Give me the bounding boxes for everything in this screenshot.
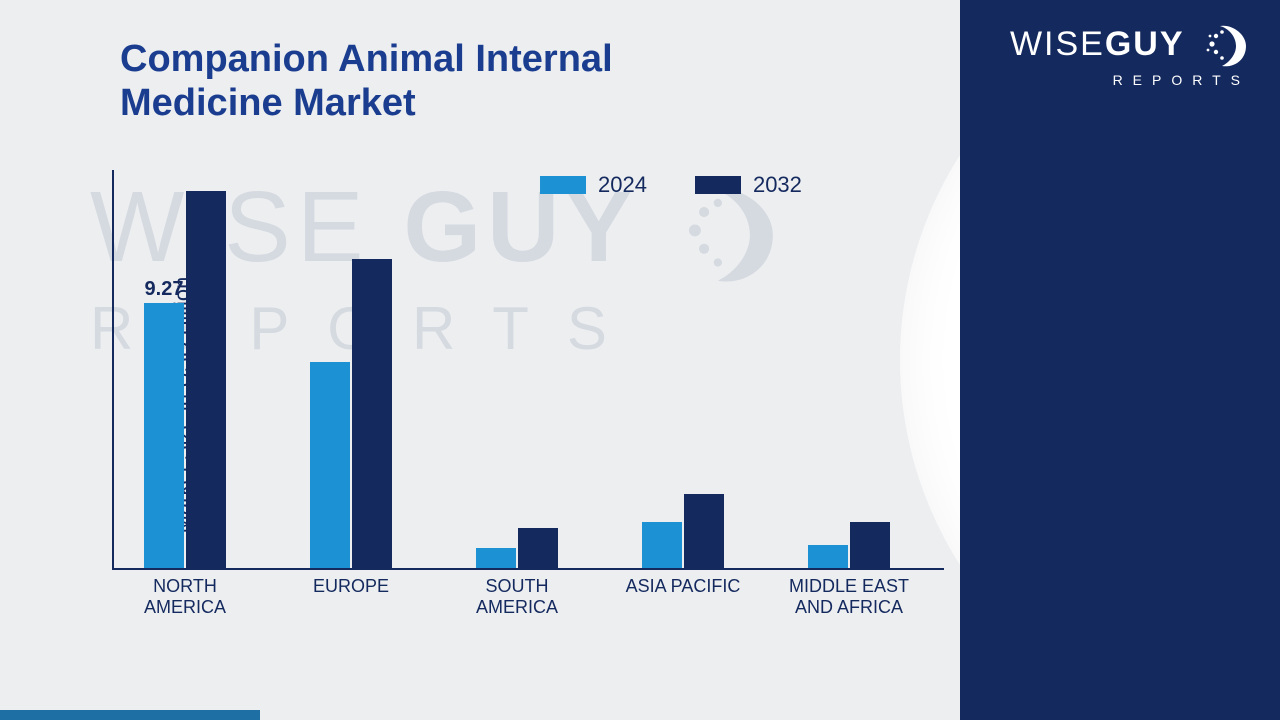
x-axis-label: EUROPE — [281, 576, 421, 597]
bar-group — [642, 494, 724, 568]
brand-logo: WISEGUY REPORTS — [990, 22, 1250, 88]
page-title: Companion Animal Internal Medicine Marke… — [120, 38, 760, 125]
x-axis-label: MIDDLE EAST AND AFRICA — [779, 576, 919, 617]
bar-2024 — [476, 548, 516, 568]
bar-2024 — [144, 303, 184, 568]
arc-backdrop-overlay — [900, 0, 1280, 720]
logo-subtext: REPORTS — [990, 72, 1250, 88]
bar-2032 — [850, 522, 890, 568]
bar-2024 — [310, 362, 350, 568]
bar-group — [144, 191, 226, 568]
bar-2024 — [642, 522, 682, 568]
bar-2024 — [808, 545, 848, 568]
bar-group — [310, 259, 392, 568]
logo-word-2: GUY — [1105, 25, 1185, 63]
page: WISEGUY REPORTS Companion Animal Interna… — [0, 0, 1280, 720]
bar-chart: Market Size in USD Billion 9.27NORTH AME… — [64, 170, 944, 640]
bar-group — [808, 522, 890, 568]
bar-2032 — [518, 528, 558, 568]
plot-area: 9.27NORTH AMERICAEUROPESOUTH AMERICAASIA… — [112, 170, 944, 570]
x-axis-label: NORTH AMERICA — [115, 576, 255, 617]
footer-accent-bar — [0, 710, 260, 720]
bar-value-label: 9.27 — [145, 278, 184, 301]
x-axis-label: ASIA PACIFIC — [613, 576, 753, 597]
bar-2032 — [186, 191, 226, 568]
bar-2032 — [352, 259, 392, 568]
bar-group — [476, 528, 558, 568]
logo-head-icon — [1202, 22, 1250, 70]
logo-word-1: WISE — [1010, 25, 1105, 63]
bar-2032 — [684, 494, 724, 568]
x-axis-label: SOUTH AMERICA — [447, 576, 587, 617]
